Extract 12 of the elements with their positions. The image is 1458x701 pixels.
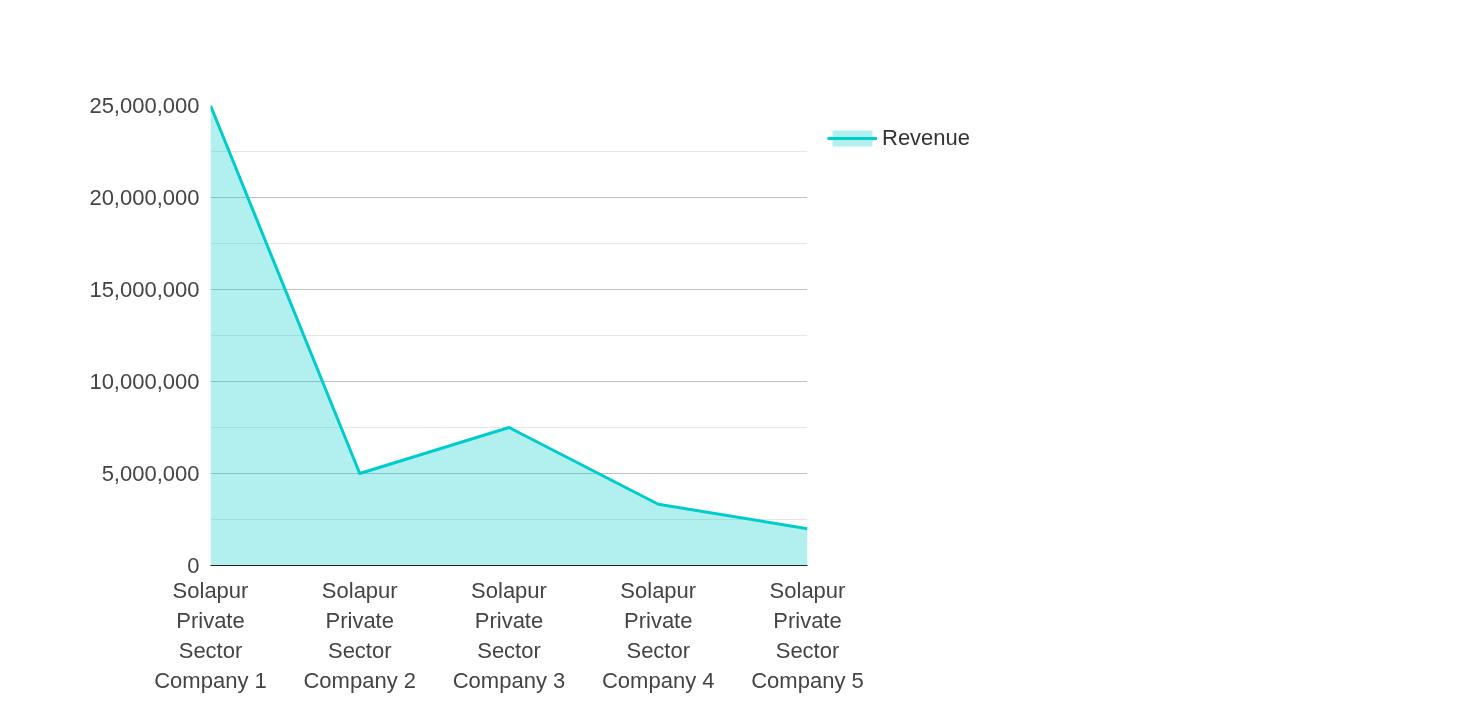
legend-label: Revenue [882, 125, 971, 151]
y-tick-label: 25,000,000 [89, 93, 200, 118]
x-tick-label: Solapur Private Sector Company 1 [154, 577, 267, 693]
x-tick-label: Solapur Private Sector Company 3 [452, 577, 566, 693]
x-tick-label: Solapur Private Sector Company 5 [751, 577, 864, 693]
y-tick-label: 20,000,000 [89, 185, 200, 210]
y-tick-label: 15,000,000 [89, 277, 200, 302]
x-tick-label: Solapur Private Sector Company 2 [303, 577, 417, 693]
y-tick-label: 5,000,000 [101, 461, 200, 486]
x-tick-label: Solapur Private Sector Company 4 [602, 577, 715, 693]
y-tick-label: 0 [187, 553, 200, 578]
y-tick-label: 10,000,000 [89, 369, 200, 394]
